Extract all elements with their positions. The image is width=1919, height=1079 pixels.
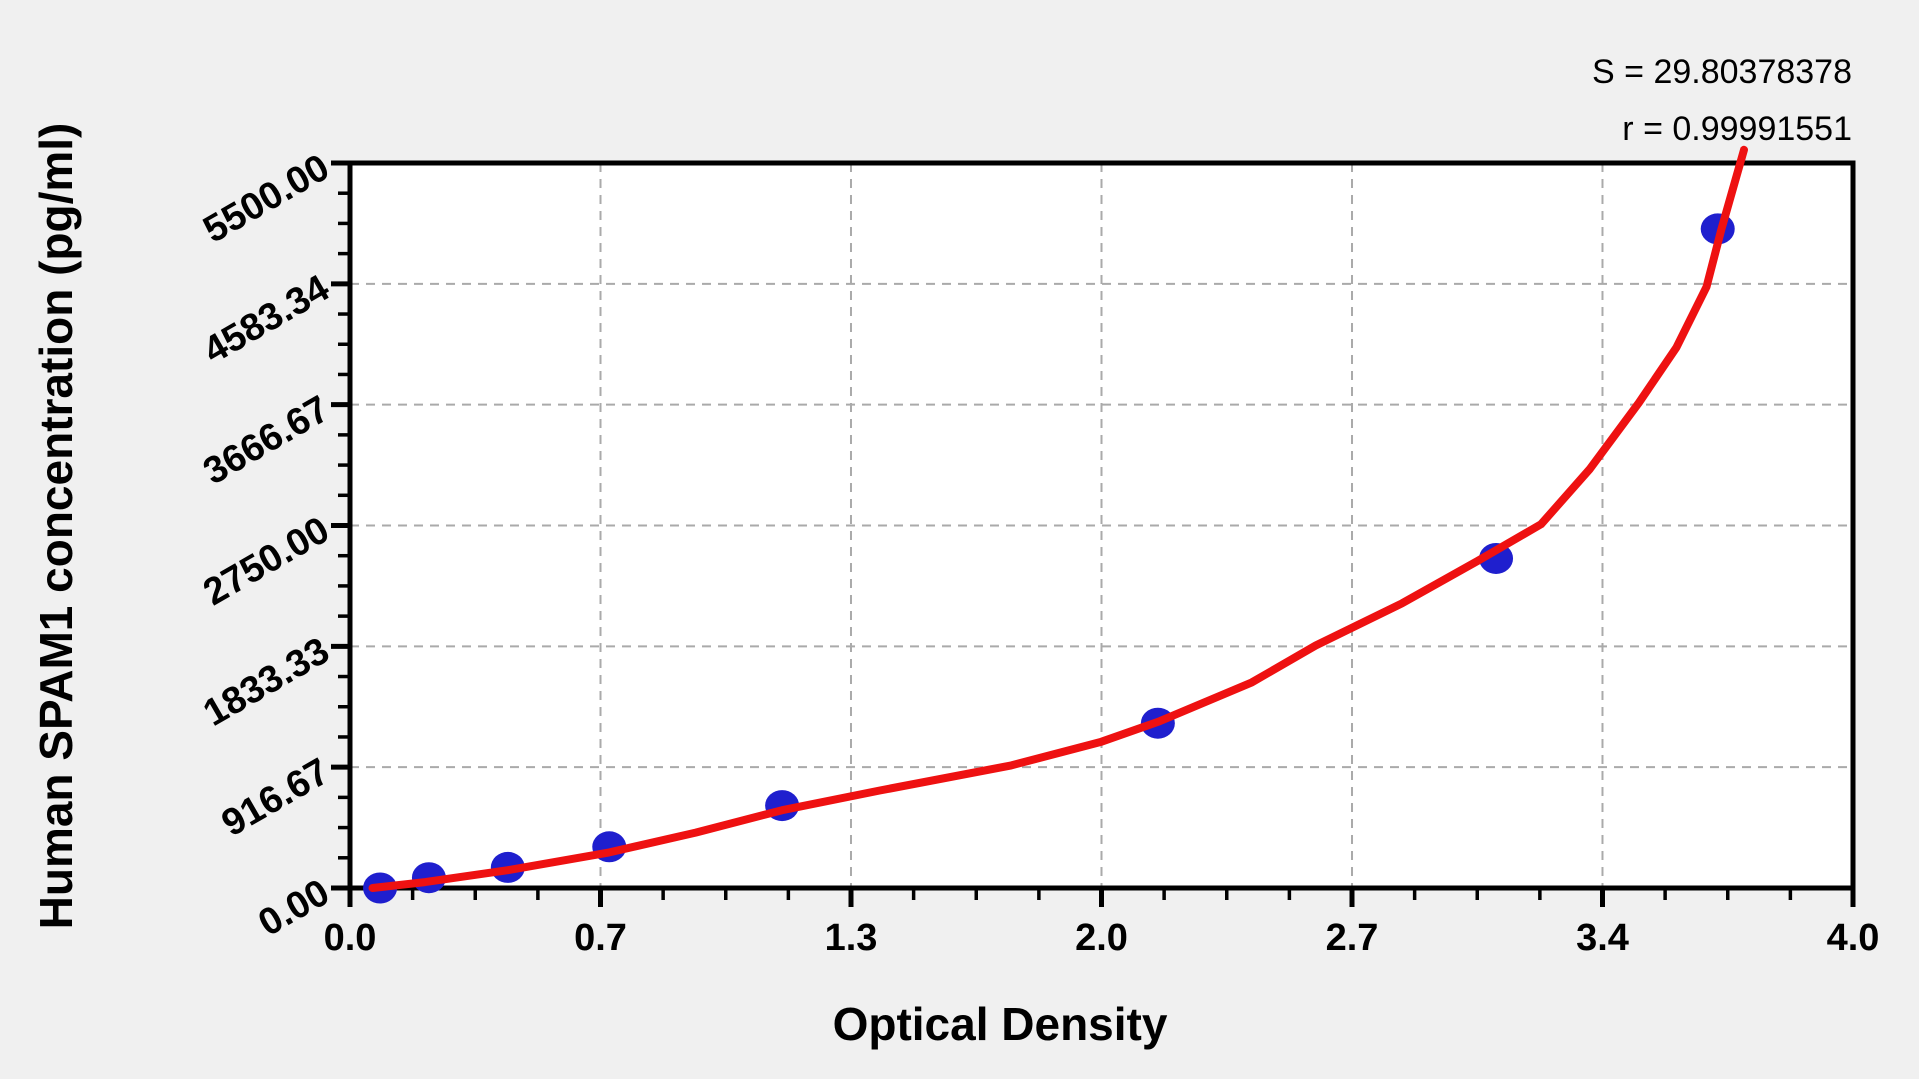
x-tick-label: 0.7 bbox=[574, 917, 627, 959]
fitted-curve[interactable] bbox=[368, 145, 1748, 892]
x-tick-label: 0.0 bbox=[324, 917, 377, 959]
y-tick-label: 2750.00 bbox=[197, 509, 337, 614]
fit-r-value: r = 0.99991551 bbox=[1622, 110, 1852, 148]
x-axis-title: Optical Density bbox=[833, 998, 1168, 1050]
fit-s-value: S = 29.80378378 bbox=[1592, 53, 1852, 91]
x-tick-label: 4.0 bbox=[1827, 917, 1880, 959]
y-tick-label: 4583.34 bbox=[197, 267, 337, 372]
y-tick-label: 1833.33 bbox=[197, 630, 337, 735]
y-axis-title: Human SPAM1 concentration (pg/ml) bbox=[30, 123, 82, 930]
x-tick-label: 2.0 bbox=[1075, 917, 1128, 959]
x-tick-label: 2.7 bbox=[1326, 917, 1379, 959]
y-tick-label: 5500.00 bbox=[197, 146, 337, 251]
x-tick-label: 1.3 bbox=[825, 917, 878, 959]
y-tick-label: 3666.67 bbox=[197, 388, 337, 493]
y-tick-label: 916.67 bbox=[215, 751, 337, 845]
gridlines bbox=[350, 163, 1853, 888]
x-tick-label: 3.4 bbox=[1576, 917, 1629, 959]
plot-frame bbox=[347, 160, 1856, 891]
